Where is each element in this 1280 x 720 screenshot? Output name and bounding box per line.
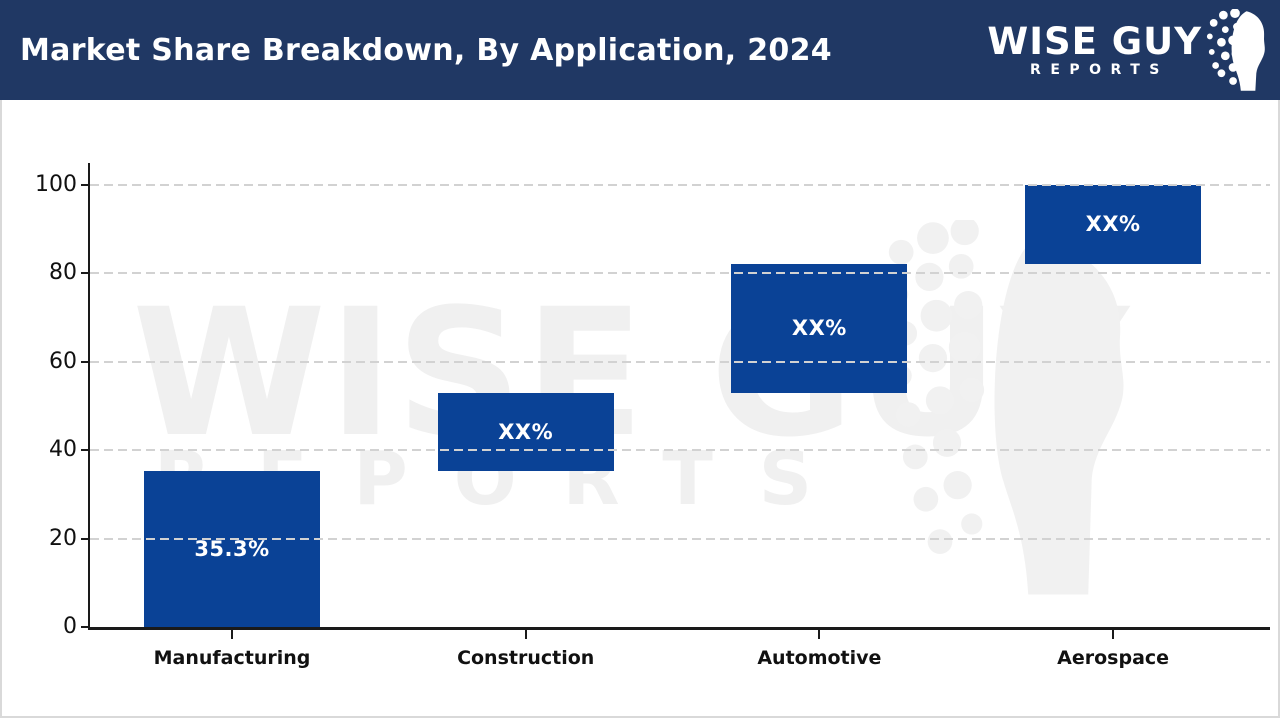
bar-segment: XX% — [437, 392, 614, 471]
y-tick-label: 40 — [49, 437, 77, 463]
y-tick-label: 80 — [49, 260, 77, 286]
y-tick-mark — [81, 626, 90, 628]
x-category-label: Aerospace — [1057, 647, 1170, 669]
y-tick-label: 60 — [49, 348, 77, 374]
y-axis-line — [88, 163, 90, 629]
y-tick-mark — [81, 449, 90, 452]
y-tick-mark — [81, 184, 90, 186]
bar-segment: XX% — [731, 263, 908, 393]
y-tick-mark — [81, 360, 90, 363]
bar-segment: XX% — [1025, 185, 1202, 264]
plot-canvas: WISE GUY REPORTS 0 20 40 60 80 100 35.3% Manufa… — [0, 100, 1280, 718]
x-tick-mark — [524, 630, 527, 639]
x-category-label: Manufacturing — [153, 647, 311, 669]
bar-segment: 35.3% — [144, 470, 320, 627]
x-tick-mark — [231, 630, 233, 639]
x-tick-mark — [1112, 630, 1115, 639]
wiseguy-logo: WISE GUY REPORTS — [987, 9, 1280, 91]
x-category-label: Construction — [457, 647, 595, 669]
logo-subtitle: REPORTS — [1030, 62, 1169, 78]
dotted-head-logo-icon — [1206, 9, 1265, 91]
gridline — [90, 537, 1270, 540]
chart-title: Market Share Breakdown, By Application, … — [20, 32, 832, 68]
y-tick-mark — [81, 272, 90, 275]
y-tick-label: 20 — [49, 525, 77, 551]
bar-value-label: XX% — [498, 419, 554, 444]
gridline — [90, 184, 1270, 186]
gridline — [90, 360, 1270, 363]
y-tick-mark — [81, 537, 90, 540]
header-bar: Market Share Breakdown, By Application, … — [0, 0, 1280, 100]
x-axis-line — [88, 627, 1270, 630]
gridline — [90, 449, 1270, 452]
bar-value-label: XX% — [1085, 212, 1141, 237]
y-tick-label: 0 — [63, 614, 77, 639]
x-tick-mark — [818, 630, 821, 639]
logo-title: WISE GUY — [987, 20, 1202, 63]
logo-wordmark: WISE GUY REPORTS — [987, 23, 1202, 77]
bar-value-label: XX% — [791, 316, 847, 341]
x-category-label: Automotive — [757, 647, 882, 669]
bar-value-label: 35.3% — [194, 536, 270, 561]
gridline — [90, 272, 1270, 275]
y-tick-label: 100 — [35, 172, 77, 197]
